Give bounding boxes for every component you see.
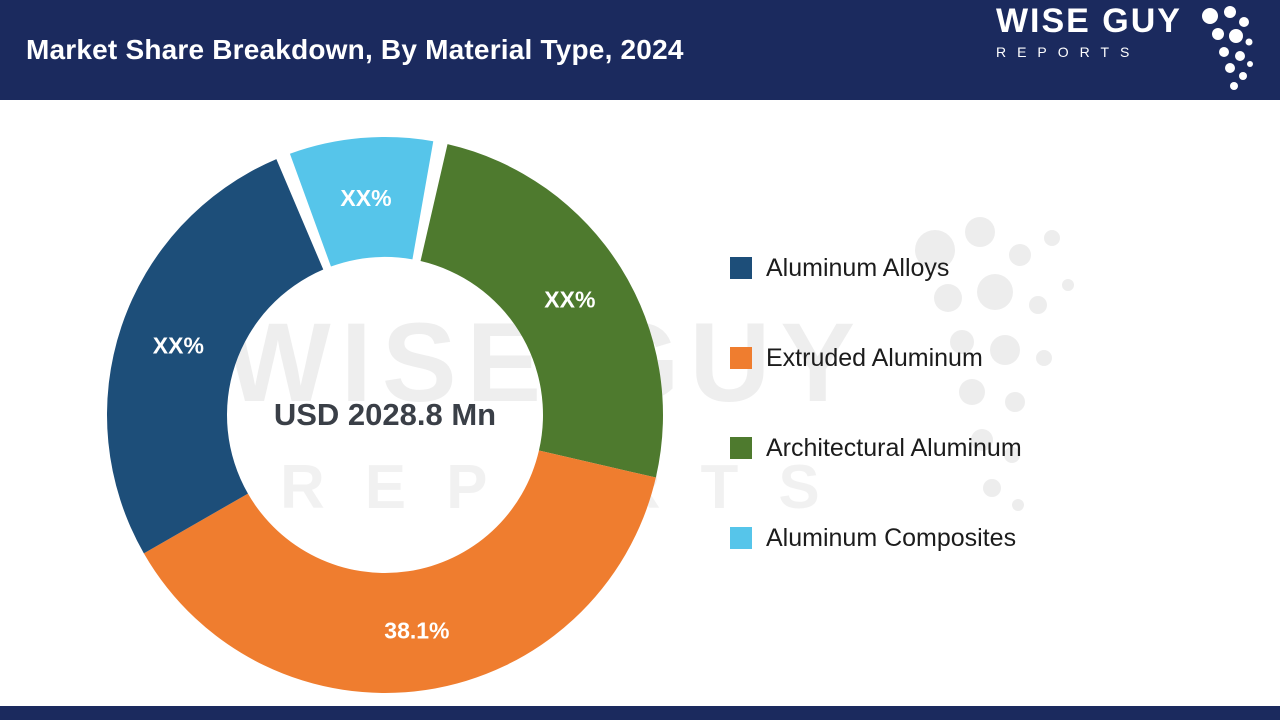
brand-head-icon xyxy=(1202,6,1253,90)
header-bar: Market Share Breakdown, By Material Type… xyxy=(0,0,1280,100)
legend-item-extruded-aluminum: Extruded Aluminum xyxy=(730,342,1022,374)
slice-label-extruded-aluminum: 38.1% xyxy=(384,618,449,644)
brand-subtitle: REPORTS xyxy=(995,44,1141,60)
brand-logo-text: WISE GUY REPORTS xyxy=(996,4,1182,60)
donut-segment-aluminum-alloys xyxy=(107,159,324,554)
donut-center-value: USD 2028.8 Mn xyxy=(273,397,497,432)
legend-swatch xyxy=(730,257,752,279)
legend-item-aluminum-alloys: Aluminum Alloys xyxy=(730,252,1022,284)
legend-item-aluminum-composites: Aluminum Composites xyxy=(730,522,1022,554)
slice-label-aluminum-composites: XX% xyxy=(340,185,391,211)
legend-label: Aluminum Composites xyxy=(766,523,1017,552)
slice-label-aluminum-alloys: XX% xyxy=(153,333,204,359)
slice-label-architectural-aluminum: XX% xyxy=(544,286,595,312)
chart-area: WISE GUY REPORTS xyxy=(0,100,1280,706)
legend-swatch xyxy=(730,437,752,459)
footer-bar xyxy=(0,706,1280,720)
brand-name: WISE GUY xyxy=(995,2,1182,40)
watermark-head-icon xyxy=(915,217,1074,511)
legend-swatch xyxy=(730,347,752,369)
legend-item-architectural-aluminum: Architectural Aluminum xyxy=(730,432,1022,464)
brand-logo: WISE GUY REPORTS xyxy=(996,4,1254,96)
donut-segment-extruded-aluminum xyxy=(143,450,656,693)
legend-label: Aluminum Alloys xyxy=(766,253,950,282)
legend-label: Extruded Aluminum xyxy=(766,343,983,372)
donut-segment-aluminum-composites xyxy=(289,137,434,267)
page-title: Market Share Breakdown, By Material Type… xyxy=(26,34,684,65)
chart-legend: Aluminum Alloys Extruded Aluminum Architec… xyxy=(730,252,1022,554)
donut-segment-architectural-aluminum xyxy=(420,144,663,478)
donut-chart: XX% 38.1% XX% XX% xyxy=(107,137,663,693)
legend-label: Architectural Aluminum xyxy=(766,433,1022,462)
legend-swatch xyxy=(730,527,752,549)
